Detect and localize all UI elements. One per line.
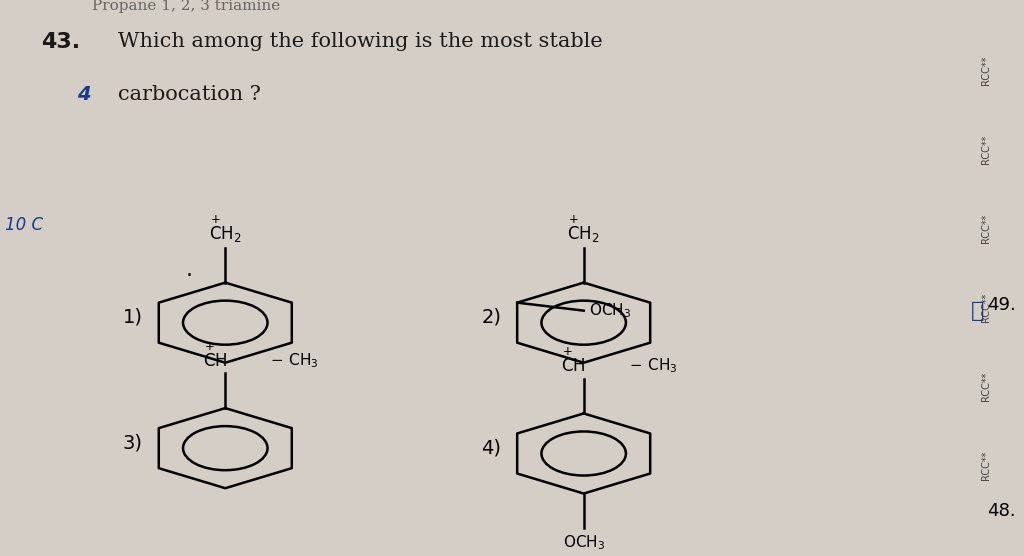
Text: RCC**: RCC**: [981, 451, 991, 480]
Text: $\overset{+}{\mathrm{C}}$H$_2$: $\overset{+}{\mathrm{C}}$H$_2$: [567, 214, 600, 245]
Text: RCC**: RCC**: [981, 214, 991, 243]
Text: RCC**: RCC**: [981, 293, 991, 322]
Text: 1): 1): [123, 308, 143, 327]
Text: Ⓒ: Ⓒ: [971, 301, 985, 321]
Text: $-$ CH$_3$: $-$ CH$_3$: [625, 356, 677, 375]
Text: 49.: 49.: [987, 296, 1016, 314]
Text: $\overset{+}{\mathrm{C}}$H: $\overset{+}{\mathrm{C}}$H: [561, 348, 586, 376]
Text: 4: 4: [77, 85, 90, 104]
Text: RCC**: RCC**: [981, 56, 991, 85]
Text: RCC**: RCC**: [981, 372, 991, 401]
Text: 2): 2): [481, 308, 502, 327]
Text: 48.: 48.: [987, 502, 1016, 520]
Text: Propane 1, 2, 3 triamine: Propane 1, 2, 3 triamine: [92, 0, 281, 13]
Text: $\overset{+}{\mathrm{C}}$H$_2$: $\overset{+}{\mathrm{C}}$H$_2$: [209, 214, 242, 245]
Text: carbocation ?: carbocation ?: [118, 85, 261, 104]
Text: RCC**: RCC**: [981, 135, 991, 164]
Text: .: .: [186, 260, 193, 280]
Text: OCH$_3$: OCH$_3$: [562, 534, 605, 552]
Text: Which among the following is the most stable: Which among the following is the most st…: [118, 32, 602, 51]
Text: $-$ CH$_3$: $-$ CH$_3$: [266, 351, 318, 370]
Text: 4): 4): [481, 439, 502, 458]
Text: 3): 3): [123, 433, 143, 453]
Text: 10 C: 10 C: [5, 216, 43, 234]
Text: $\overset{+}{\mathrm{C}}$H: $\overset{+}{\mathrm{C}}$H: [203, 342, 227, 371]
Text: 43.: 43.: [41, 32, 80, 52]
Text: OCH$_3$: OCH$_3$: [589, 301, 631, 320]
